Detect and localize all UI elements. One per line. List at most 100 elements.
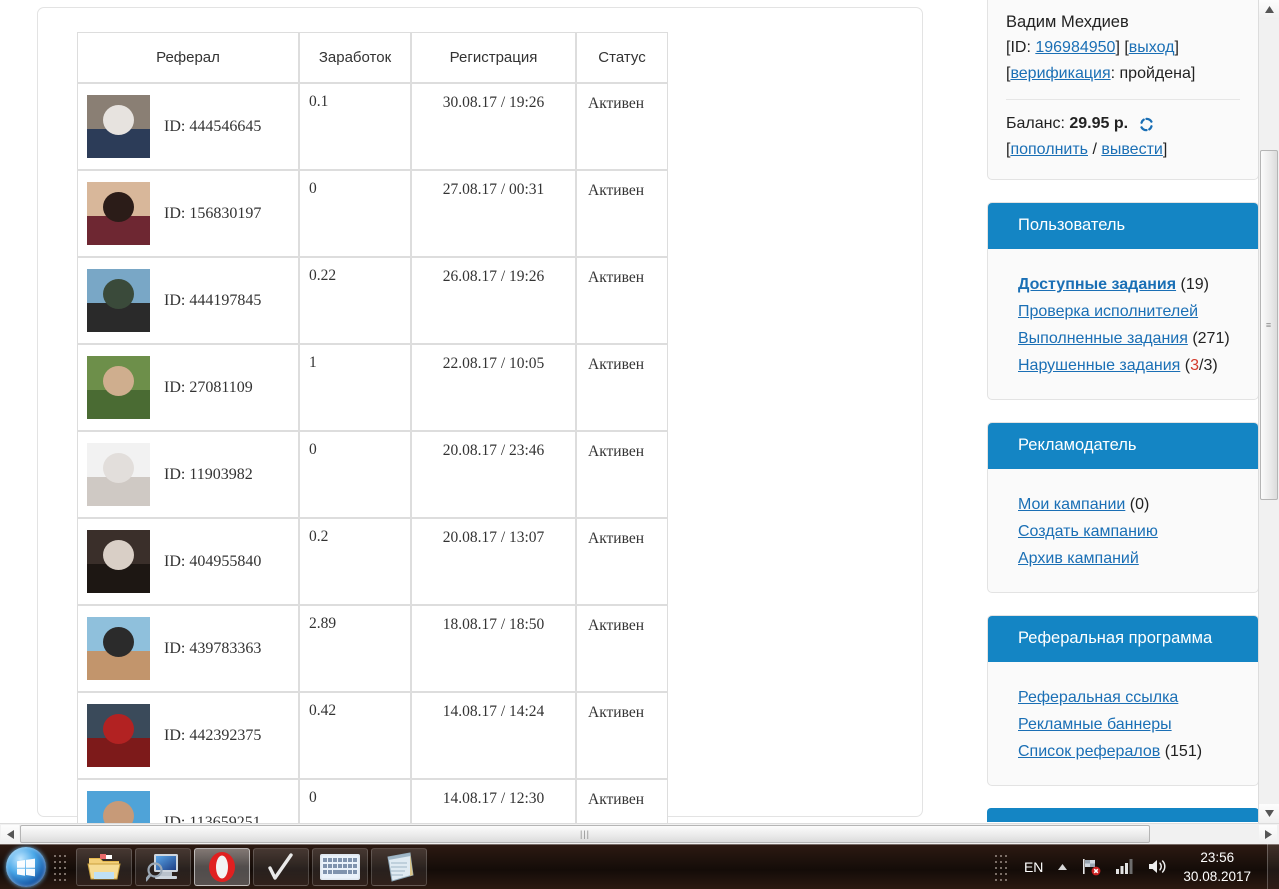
sync-icon[interactable]: [1138, 116, 1155, 133]
panel-link[interactable]: Рекламные баннеры: [1018, 716, 1172, 733]
panel-link-row: Архив кампаний: [1018, 545, 1258, 572]
scroll-right-arrow[interactable]: [1259, 825, 1277, 843]
account-id-line: [ID: 196984950] [выход]: [1006, 35, 1240, 61]
vertical-scrollbar[interactable]: ≡: [1258, 0, 1279, 823]
panel-title: Рекламодатель: [988, 423, 1258, 469]
taskbar-button-notepad[interactable]: [371, 847, 427, 886]
explorer-icon: [87, 852, 121, 882]
cell-registration: 26.08.17 / 19:26: [411, 257, 576, 344]
sidebar-panels: Пользователь Доступные задания (19) Провер…: [987, 202, 1259, 822]
panel-link[interactable]: Список рефералов: [1018, 743, 1161, 760]
system-tray: EN: [987, 844, 1279, 889]
speaker-icon[interactable]: [1148, 858, 1168, 875]
id-prefix: [ID:: [1006, 39, 1036, 56]
cell-registration: 18.08.17 / 18:50: [411, 605, 576, 692]
verification-link[interactable]: верификация: [1010, 65, 1111, 82]
referrals-table-body: ID: 444546645 0.1 30.08.17 / 19:26 Активен I…: [77, 83, 668, 823]
taskbar-button-opera[interactable]: [194, 847, 250, 886]
withdraw-link[interactable]: вывести: [1101, 141, 1163, 158]
balance-value: 29.95 р.: [1069, 115, 1129, 132]
table-row[interactable]: ID: 404955840 0.2 20.08.17 / 13:07 Активен: [77, 518, 668, 605]
referral-id: ID: 27081109: [164, 378, 253, 396]
panel-body: Реферальная ссылка Рекламные баннеры Списо…: [988, 662, 1258, 785]
horizontal-scrollbar[interactable]: |||: [0, 823, 1279, 844]
network-flag-error-icon[interactable]: [1082, 858, 1102, 876]
panel-body: Доступные задания (19) Проверка исполните…: [988, 249, 1258, 399]
avatar[interactable]: [87, 182, 150, 245]
avatar[interactable]: [87, 791, 150, 823]
table-row[interactable]: ID: 444546645 0.1 30.08.17 / 19:26 Активен: [77, 83, 668, 170]
panel-title: Пользователь: [988, 203, 1258, 249]
notepad-icon: [383, 851, 415, 882]
avatar[interactable]: [87, 269, 150, 332]
show-desktop-button[interactable]: [1267, 844, 1279, 889]
cell-registration: 27.08.17 / 00:31: [411, 170, 576, 257]
avatar[interactable]: [87, 530, 150, 593]
panel-link[interactable]: Создать кампанию: [1018, 523, 1158, 540]
cell-status: Активен: [576, 518, 668, 605]
col-header-referral: Реферал: [77, 32, 299, 83]
cell-status: Активен: [576, 170, 668, 257]
taskbar-button-explorer[interactable]: [76, 847, 132, 886]
taskbar-button-computer[interactable]: [135, 847, 191, 886]
taskbar: EN: [0, 844, 1279, 889]
table-row[interactable]: ID: 156830197 0 27.08.17 / 00:31 Активен: [77, 170, 668, 257]
panel-link[interactable]: Нарушенные задания: [1018, 357, 1181, 374]
table-row[interactable]: ID: 113659251 0 14.08.17 / 12:30 Активен: [77, 779, 668, 823]
referral-id: ID: 439783363: [164, 639, 262, 657]
sidebar-panel-4-partial: [987, 808, 1259, 822]
cell-status: Активен: [576, 605, 668, 692]
opera-icon: [206, 851, 238, 883]
avatar[interactable]: [87, 356, 150, 419]
vertical-scrollbar-thumb[interactable]: ≡: [1260, 150, 1278, 500]
cell-earnings: 0: [299, 170, 411, 257]
panel-link[interactable]: Реферальная ссылка: [1018, 689, 1179, 706]
on-screen-keyboard-icon: [320, 853, 360, 880]
col-header-earnings: Заработок: [299, 32, 411, 83]
chevron-up-icon[interactable]: [1057, 863, 1068, 871]
cell-referral: ID: 442392375: [77, 692, 299, 779]
scroll-left-arrow[interactable]: [1, 825, 19, 843]
checkmark-app-icon: [266, 852, 296, 882]
avatar[interactable]: [87, 443, 150, 506]
panel-link[interactable]: Архив кампаний: [1018, 550, 1139, 567]
table-row[interactable]: ID: 439783363 2.89 18.08.17 / 18:50 Активен: [77, 605, 668, 692]
clock-time: 23:56: [1200, 849, 1235, 865]
horizontal-scrollbar-thumb[interactable]: |||: [20, 825, 1150, 843]
panel-link[interactable]: Выполненные задания: [1018, 330, 1188, 347]
verification-status: : пройдена]: [1110, 65, 1196, 82]
table-row[interactable]: ID: 11903982 0 20.08.17 / 23:46 Активен: [77, 431, 668, 518]
cell-referral: ID: 156830197: [77, 170, 299, 257]
avatar[interactable]: [87, 95, 150, 158]
cell-status: Активен: [576, 257, 668, 344]
scroll-up-arrow[interactable]: [1259, 0, 1279, 19]
cell-earnings: 0.2: [299, 518, 411, 605]
cell-earnings: 0: [299, 431, 411, 518]
table-header-row: Реферал Заработок Регистрация Статус: [77, 32, 668, 83]
avatar[interactable]: [87, 617, 150, 680]
account-id-link[interactable]: 196984950: [1035, 39, 1116, 56]
panel-link[interactable]: Проверка исполнителей: [1018, 303, 1199, 320]
referral-id: ID: 156830197: [164, 204, 262, 222]
language-indicator[interactable]: EN: [1023, 858, 1044, 875]
referral-id: ID: 404955840: [164, 552, 262, 570]
taskbar-button-checkmark-app[interactable]: [253, 847, 309, 886]
table-row[interactable]: ID: 442392375 0.42 14.08.17 / 14:24 Активен: [77, 692, 668, 779]
logout-link[interactable]: выход: [1128, 39, 1175, 56]
sidebar: Вадим Мехдиев [ID: 196984950] [выход] [в…: [987, 0, 1259, 822]
scroll-down-arrow[interactable]: [1259, 804, 1279, 823]
table-row[interactable]: ID: 444197845 0.22 26.08.17 / 19:26 Активен: [77, 257, 668, 344]
topup-link[interactable]: пополнить: [1010, 141, 1088, 158]
cell-status: Активен: [576, 692, 668, 779]
panel-link[interactable]: Мои кампании: [1018, 496, 1126, 513]
signal-bars-icon[interactable]: [1116, 859, 1134, 874]
referrals-table: Реферал Заработок Регистрация Статус ID:…: [77, 32, 668, 823]
taskbar-button-on-screen-keyboard[interactable]: [312, 847, 368, 886]
account-name: Вадим Мехдиев: [1006, 13, 1129, 31]
table-row[interactable]: ID: 27081109 1 22.08.17 / 10:05 Активен: [77, 344, 668, 431]
panel-link[interactable]: Доступные задания: [1018, 276, 1177, 293]
clock[interactable]: 23:56 30.08.2017: [1183, 848, 1251, 886]
avatar[interactable]: [87, 704, 150, 767]
windows-start-orb[interactable]: [6, 846, 46, 887]
